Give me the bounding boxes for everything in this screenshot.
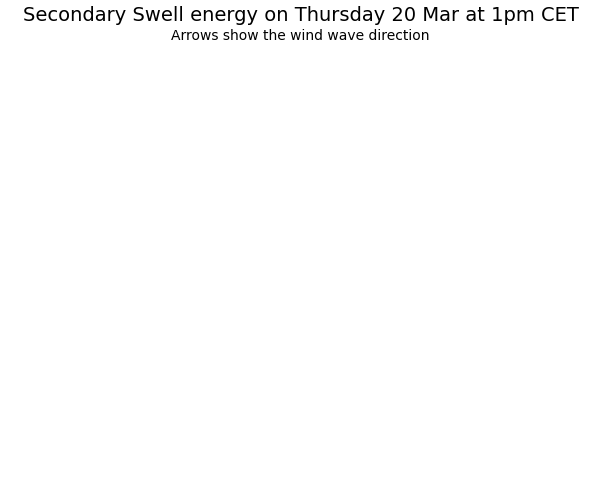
- Text: Arrows show the wind wave direction: Arrows show the wind wave direction: [171, 29, 430, 43]
- Text: Secondary Swell energy on Thursday 20 Mar at 1pm CET: Secondary Swell energy on Thursday 20 Ma…: [23, 7, 578, 25]
